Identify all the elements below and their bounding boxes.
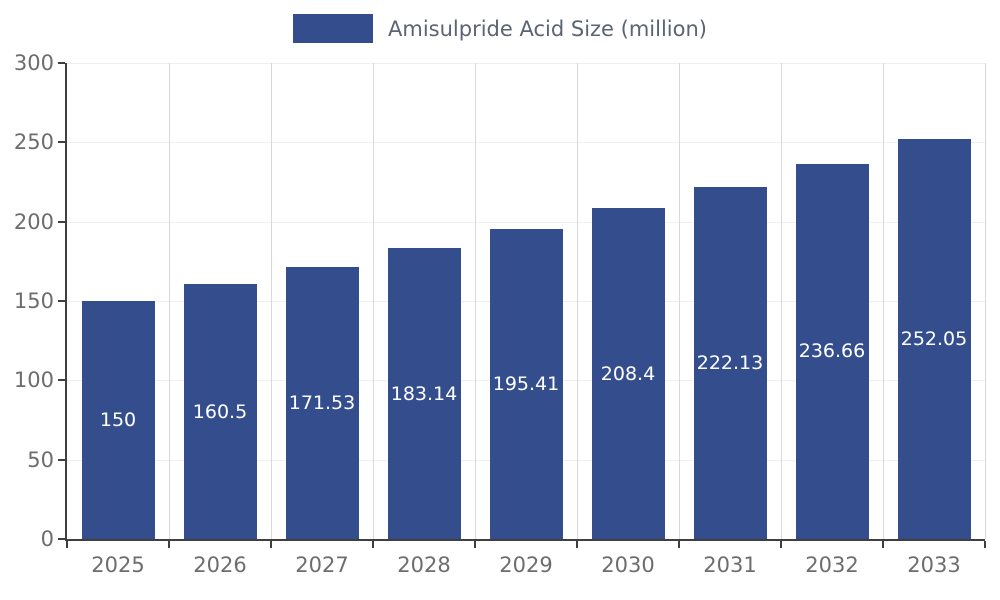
x-tick xyxy=(270,541,272,548)
bar: 183.14 xyxy=(387,248,461,539)
v-gridline xyxy=(780,63,782,539)
v-gridline xyxy=(372,63,374,539)
bar-value-label: 150 xyxy=(99,409,137,431)
y-axis-label: 150 xyxy=(13,289,54,313)
y-axis-label: 100 xyxy=(13,368,54,393)
x-axis-label: 2030 xyxy=(601,553,655,577)
bar-value-label: 195.41 xyxy=(492,372,560,395)
x-axis-label: 2032 xyxy=(805,553,859,577)
x-tick xyxy=(168,541,170,548)
v-gridline xyxy=(678,63,680,539)
bar-value-label: 183.14 xyxy=(390,382,458,405)
plot-area: 0 50 100 150 200 250 300 150 2025 160.5 2026 171.53… xyxy=(14,51,986,577)
bar-value-label: 236.66 xyxy=(798,340,866,363)
legend-label: Amisulpride Acid Size (million) xyxy=(388,16,707,41)
x-axis-label: 2026 xyxy=(193,553,247,577)
x-tick xyxy=(474,541,476,548)
bar: 160.5 xyxy=(183,284,257,539)
bar-value-label: 222.13 xyxy=(696,351,764,374)
bar: 195.41 xyxy=(489,228,563,539)
bar-value-label: 252.05 xyxy=(900,328,968,351)
y-axis-label: 250 xyxy=(13,130,54,155)
bar-value-label: 160.5 xyxy=(192,400,248,423)
y-tick xyxy=(58,458,65,461)
x-axis-label: 2025 xyxy=(91,553,145,577)
y-axis-label: 50 xyxy=(27,447,54,472)
x-axis-label: 2031 xyxy=(703,553,757,577)
y-tick xyxy=(58,62,65,64)
v-gridline xyxy=(576,63,578,539)
y-tick xyxy=(58,538,65,540)
bar-value-label: 208.4 xyxy=(600,362,656,385)
x-axis-label: 2028 xyxy=(397,553,451,577)
y-axis-label: 300 xyxy=(13,51,54,75)
bar: 236.66 xyxy=(795,163,869,539)
v-gridline xyxy=(984,63,986,539)
x-tick xyxy=(66,541,68,548)
chart-legend: Amisulpride Acid Size (million) xyxy=(0,14,1000,43)
bar: 150 xyxy=(81,301,155,539)
legend-swatch xyxy=(293,14,374,43)
x-axis-label: 2027 xyxy=(295,553,349,577)
bar: 222.13 xyxy=(693,186,767,539)
h-gridline xyxy=(67,221,985,223)
bar: 252.05 xyxy=(897,139,971,539)
x-tick xyxy=(780,541,782,548)
bar-value-label: 171.53 xyxy=(288,391,356,414)
v-gridline xyxy=(882,63,884,539)
x-tick xyxy=(372,541,374,548)
v-gridline xyxy=(474,63,476,539)
y-tick xyxy=(58,141,65,144)
y-tick xyxy=(58,220,65,223)
y-tick xyxy=(58,300,65,302)
h-gridline xyxy=(67,142,985,144)
y-axis-label: 200 xyxy=(13,209,54,234)
h-gridline xyxy=(67,63,985,64)
bar: 208.4 xyxy=(591,208,665,539)
x-tick xyxy=(882,541,884,548)
v-gridline xyxy=(270,63,272,539)
y-tick xyxy=(58,379,65,382)
bar: 171.53 xyxy=(285,266,359,539)
y-axis-label: 0 xyxy=(40,527,54,551)
x-tick xyxy=(678,541,680,548)
x-tick xyxy=(576,541,578,548)
x-tick xyxy=(984,541,986,548)
x-axis-label: 2029 xyxy=(499,553,553,577)
v-gridline xyxy=(168,63,170,539)
x-axis-label: 2033 xyxy=(907,553,961,577)
